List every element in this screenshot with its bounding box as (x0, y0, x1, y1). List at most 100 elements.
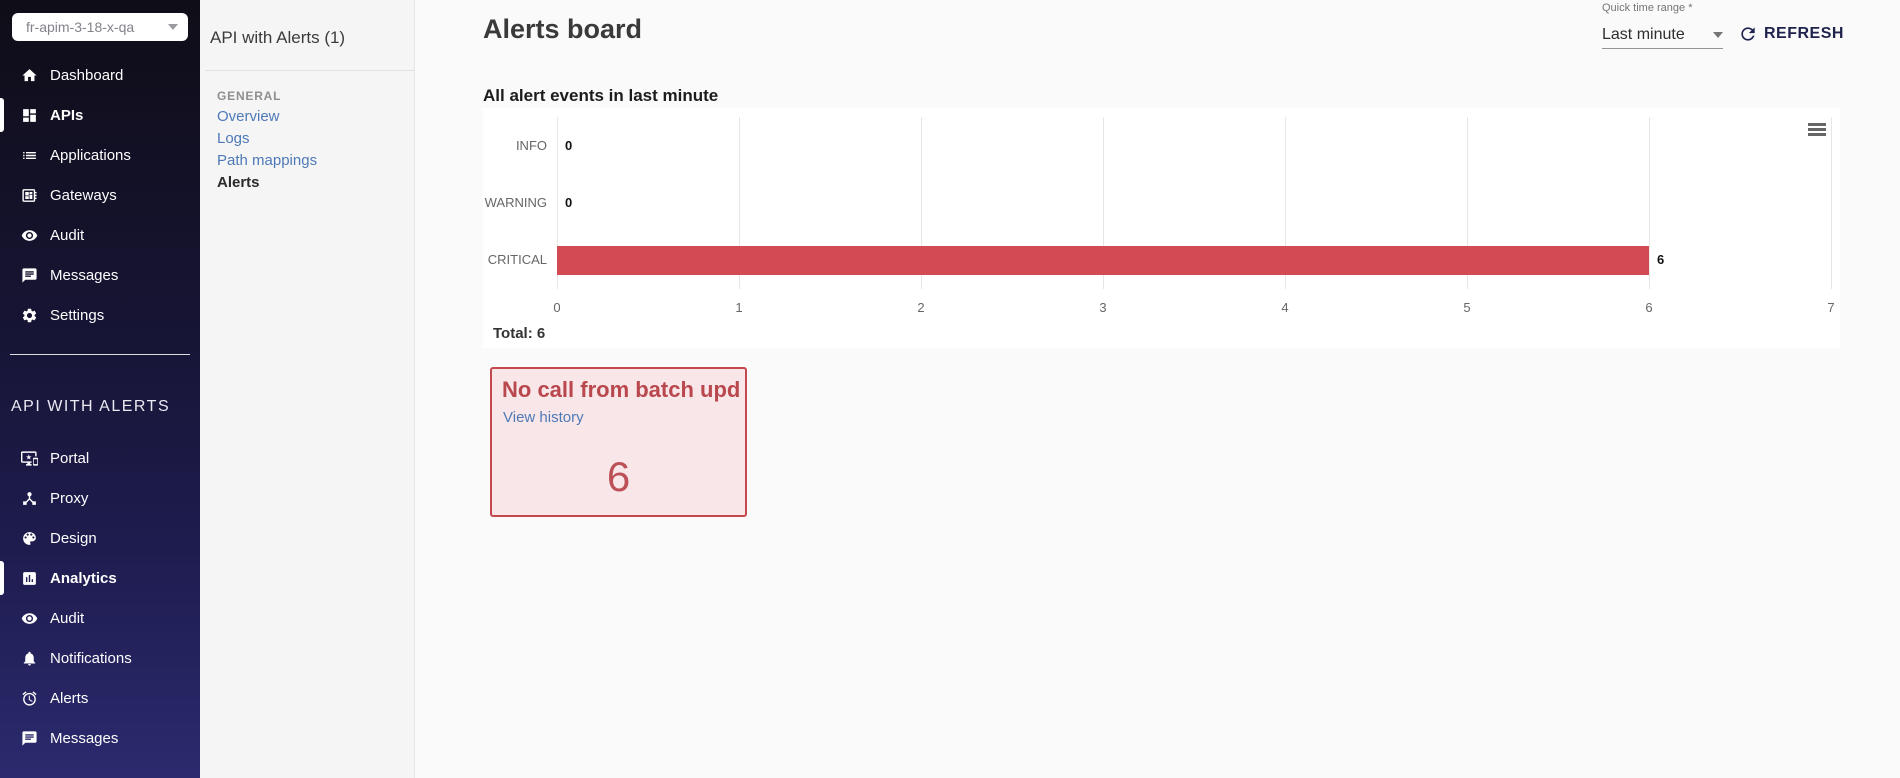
x-axis-tick-label: 2 (917, 300, 925, 315)
chart-gridline (557, 117, 558, 289)
chevron-down-icon (1713, 32, 1723, 38)
nav-item-label: Analytics (50, 569, 117, 587)
refresh-icon (1741, 27, 1755, 41)
api-sidebar-item-proxy[interactable]: Proxy (0, 478, 200, 518)
nav-item-label: Gateways (50, 186, 117, 204)
chart-gridline (1467, 117, 1468, 289)
api-sidebar-item-messages[interactable]: Messages (0, 718, 200, 758)
api-sidebar-item-design[interactable]: Design (0, 518, 200, 558)
api-section-title: API WITH ALERTS (11, 398, 171, 415)
environment-select[interactable]: fr-apim-3-18-x-qa (12, 13, 188, 41)
palette-icon (23, 531, 36, 545)
sidebar-item-messages[interactable]: Messages (0, 255, 200, 295)
alerts-bar-chart: Total: 6 0 1 2 3 4 5 6 7 INFO 0 WARNING 0 CRITICAL 6 (483, 108, 1840, 348)
nav-item-label: Notifications (50, 649, 132, 667)
x-axis-tick-label: 1 (735, 300, 743, 315)
chart-gridline (1831, 117, 1832, 289)
api-subnav-panel: API with Alerts (1) GENERAL Overview Logs… (200, 0, 415, 778)
category-label-warning: WARNING (484, 195, 547, 210)
refresh-button-label: REFRESH (1764, 25, 1844, 42)
api-sidebar-item-notifications[interactable]: Notifications (0, 638, 200, 678)
data-label-warning: 0 (565, 195, 573, 210)
refresh-button[interactable]: REFRESH (1738, 24, 1844, 44)
subnav-link-overview[interactable]: Overview (217, 108, 280, 125)
x-axis-tick-label: 4 (1281, 300, 1289, 315)
chevron-down-icon (168, 24, 178, 30)
category-label-info: INFO (515, 137, 547, 153)
chart-gridline (1103, 117, 1104, 289)
subnav-section-label: GENERAL (217, 89, 282, 103)
environment-sidebar: fr-apim-3-18-x-qa Dashboard APIs Applicati… (0, 0, 200, 778)
nav-item-label: Portal (50, 449, 90, 467)
home-icon (22, 68, 37, 81)
alert-card-title: No call from batch upda... (502, 377, 739, 402)
sidebar-item-dashboard[interactable]: Dashboard (0, 55, 200, 95)
alert-count-value: 6 (606, 453, 631, 500)
sidebar-item-applications[interactable]: Applications (0, 135, 200, 175)
chart-gridline (1285, 117, 1286, 289)
api-subnav-title: API with Alerts (1) (210, 28, 346, 47)
environment-select-value: fr-apim-3-18-x-qa (26, 19, 135, 35)
bar-critical[interactable] (557, 245, 1649, 275)
main-content: Alerts board Quick time range * Last min… (415, 0, 1900, 778)
nav-item-label: Proxy (50, 489, 89, 507)
x-axis-tick-label: 7 (1827, 300, 1835, 315)
x-axis-tick-label: 6 (1645, 300, 1653, 315)
chart-gridline (739, 117, 740, 289)
message-icon (22, 730, 37, 746)
nav-item-label: Alerts (50, 689, 89, 707)
x-axis-tick-label: 5 (1463, 300, 1471, 315)
nav-item-label: Audit (50, 609, 85, 627)
api-sidebar-item-alerts[interactable]: Alerts (0, 678, 200, 718)
board-icon (22, 188, 37, 202)
quick-time-range-label: Quick time range * (1602, 2, 1693, 14)
subnav-link-alerts[interactable]: Alerts (217, 174, 260, 191)
main-nav: Dashboard APIs Applications Gateways Audit Me… (0, 55, 200, 335)
eye-icon (21, 612, 38, 624)
alert-summary-card[interactable]: No call from batch upda... View history … (490, 367, 747, 517)
x-axis-tick-label: 0 (553, 300, 561, 315)
subnav-link-path-mappings[interactable]: Path mappings (217, 152, 318, 169)
active-indicator (0, 98, 4, 132)
api-nav: Portal Proxy Design Analytics Audit Notificat… (0, 438, 200, 758)
chart-total-label: Total: 6 (493, 325, 546, 342)
chart-title: All alert events in last minute (483, 86, 719, 105)
hub-icon (23, 491, 36, 505)
alarm-icon (22, 690, 37, 706)
subnav-divider (205, 70, 414, 71)
data-label-info: 0 (565, 137, 573, 153)
subnav-links: Overview Logs Path mappings Alerts (217, 106, 317, 194)
nav-item-label: Design (50, 529, 97, 547)
view-history-link[interactable]: View history (503, 409, 584, 426)
chart-gridline (921, 117, 922, 289)
x-axis-tick-label: 3 (1099, 300, 1107, 315)
sidebar-item-audit[interactable]: Audit (0, 215, 200, 255)
message-icon (22, 267, 37, 283)
category-label-critical: CRITICAL (487, 252, 547, 268)
nav-item-label: Messages (50, 729, 119, 747)
nav-item-label: Settings (50, 306, 105, 324)
nav-item-label: Applications (50, 146, 131, 164)
bell-icon (23, 651, 36, 666)
nav-item-label: Messages (50, 266, 119, 284)
hamburger-menu-icon[interactable] (1808, 123, 1826, 136)
api-sidebar-item-audit[interactable]: Audit (0, 598, 200, 638)
page-title: Alerts board (483, 14, 643, 44)
sidebar-item-settings[interactable]: Settings (0, 295, 200, 335)
api-sidebar-item-portal[interactable]: Portal (0, 438, 200, 478)
api-sidebar-item-analytics[interactable]: Analytics (0, 558, 200, 598)
sidebar-item-apis[interactable]: APIs (0, 95, 200, 135)
sidebar-item-gateways[interactable]: Gateways (0, 175, 200, 215)
chart-gridline (1649, 117, 1650, 289)
sidebar-divider (10, 354, 190, 355)
subnav-link-logs[interactable]: Logs (217, 130, 250, 147)
nav-item-label: Dashboard (50, 66, 124, 84)
list-icon (23, 151, 36, 159)
grid-icon (23, 108, 36, 122)
gear-icon (22, 308, 37, 322)
active-indicator (0, 561, 4, 595)
time-range-select[interactable]: Last minute (1602, 22, 1723, 49)
eye-icon (21, 229, 38, 241)
nav-item-label: Audit (50, 226, 85, 244)
data-label-critical: 6 (1657, 252, 1665, 268)
